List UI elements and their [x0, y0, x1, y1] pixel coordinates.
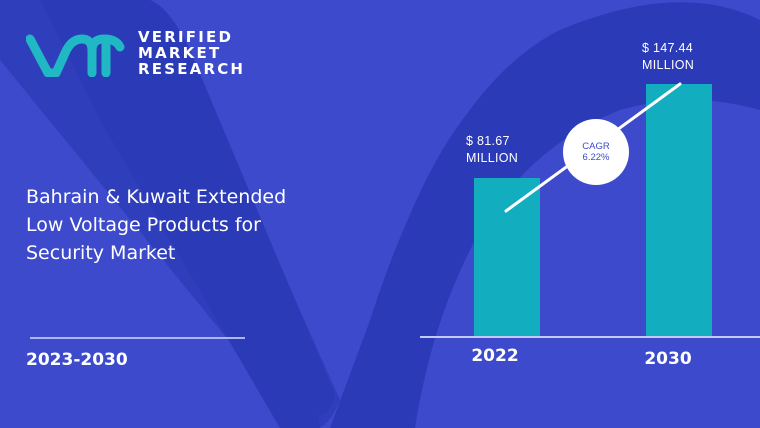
x-axis-line	[420, 336, 760, 338]
report-title-line-2: Low Voltage Products for	[26, 214, 261, 236]
cagr-label: CAGR	[582, 141, 610, 152]
value-label-2022-amount: $ 81.67	[466, 134, 510, 148]
value-label-2030-amount: $ 147.44	[642, 41, 694, 55]
brand-name: VERIFIED MARKET RESEARCH	[138, 30, 245, 78]
bar-2022	[474, 178, 540, 337]
value-label-2030-unit: MILLION	[642, 58, 695, 72]
title-divider	[30, 337, 245, 339]
vmr-logo-icon	[26, 34, 125, 77]
cagr-value: 6.22%	[582, 152, 610, 163]
value-label-2022: $ 81.67 MILLION	[466, 133, 518, 167]
brand-logo: VERIFIED MARKET RESEARCH	[26, 30, 245, 78]
cagr-badge: CAGR 6.22%	[563, 119, 629, 185]
brand-name-line-3: RESEARCH	[138, 60, 246, 78]
brand-name-line-1: VERIFIED	[138, 28, 234, 46]
bar-2030	[646, 84, 712, 337]
value-label-2030: $ 147.44 MILLION	[642, 40, 694, 74]
forecast-period: 2023-2030	[26, 350, 128, 370]
x-tick-2022: 2022	[471, 346, 519, 366]
x-tick-2030: 2030	[644, 349, 692, 369]
brand-name-line-2: MARKET	[138, 44, 222, 62]
report-title: Bahrain & Kuwait Extended Low Voltage Pr…	[26, 183, 346, 267]
report-title-line-1: Bahrain & Kuwait Extended	[26, 186, 287, 208]
report-title-line-3: Security Market	[26, 242, 176, 264]
value-label-2022-unit: MILLION	[466, 151, 519, 165]
